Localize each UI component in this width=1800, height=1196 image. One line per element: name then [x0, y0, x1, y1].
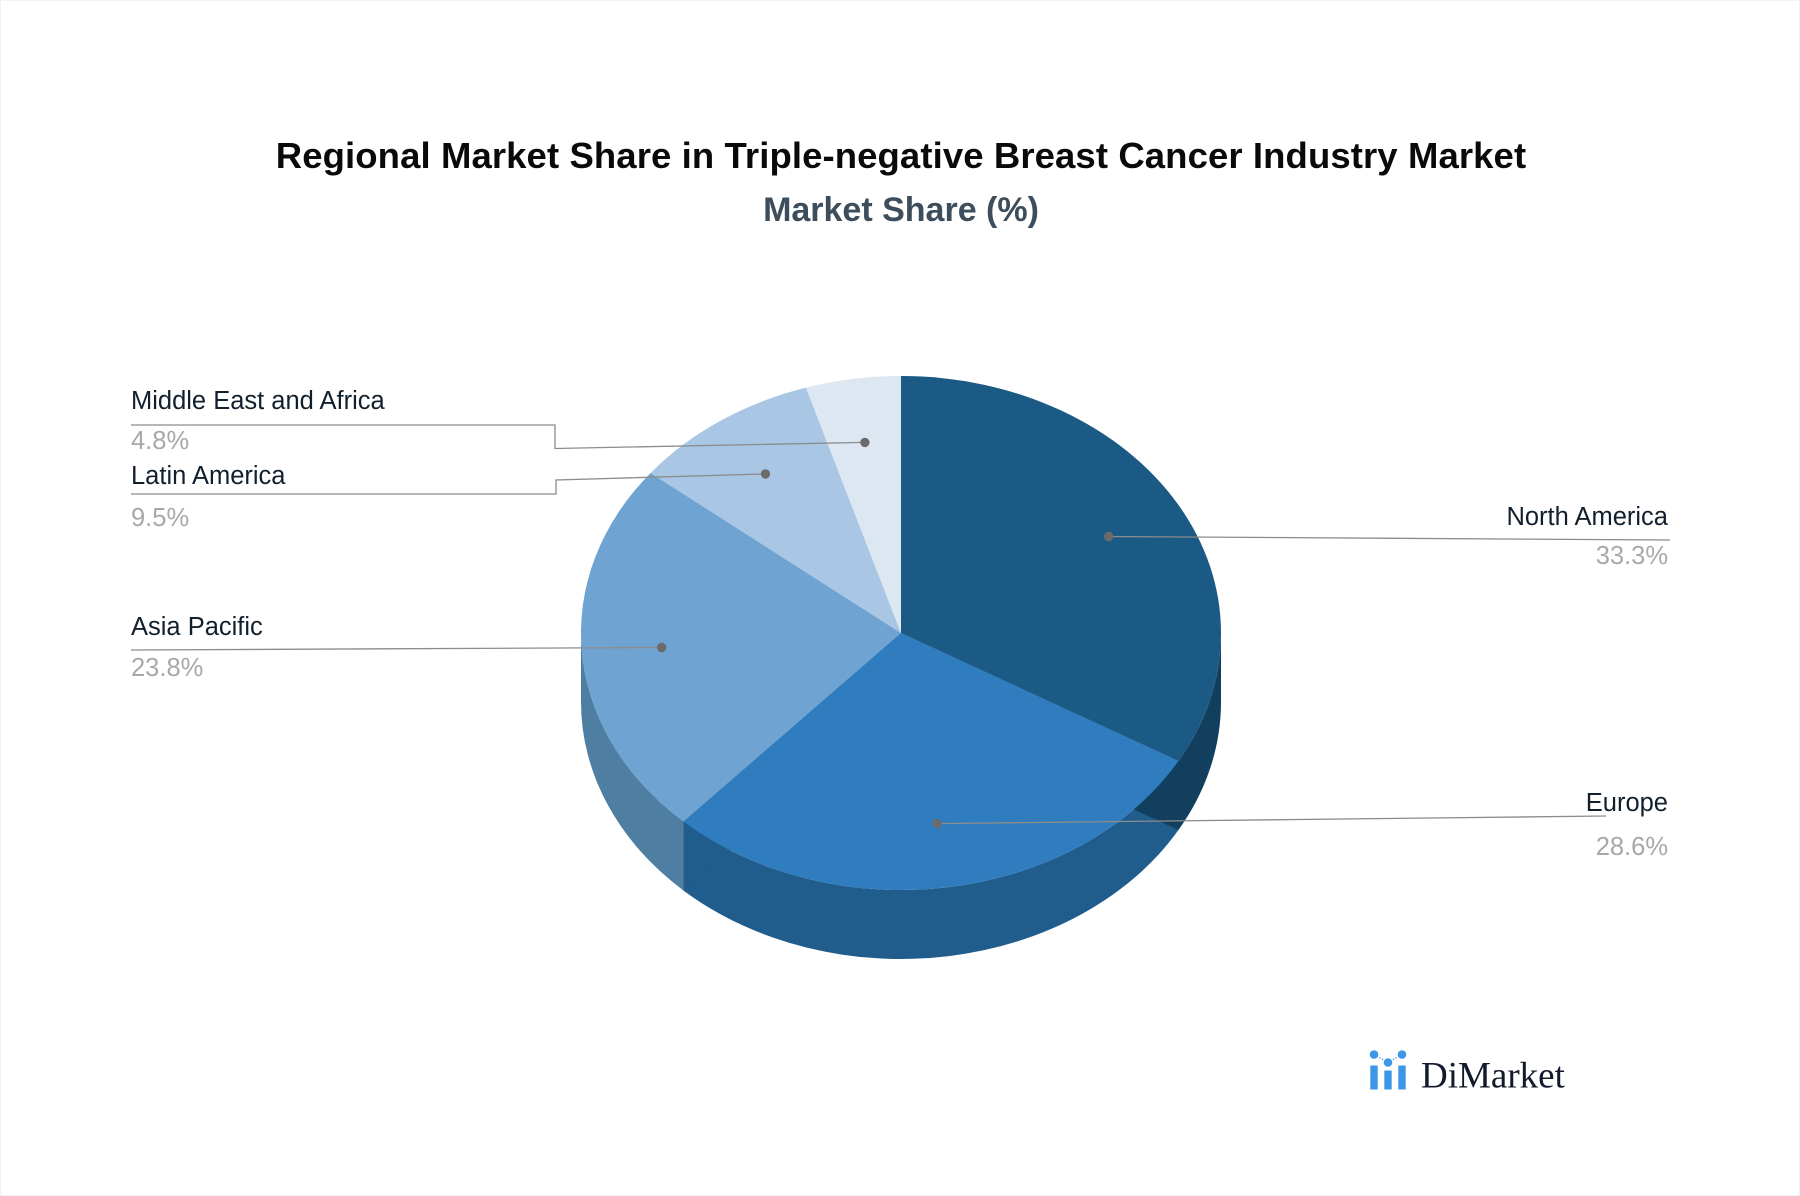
svg-text:DiMarket: DiMarket: [1421, 1056, 1566, 1097]
